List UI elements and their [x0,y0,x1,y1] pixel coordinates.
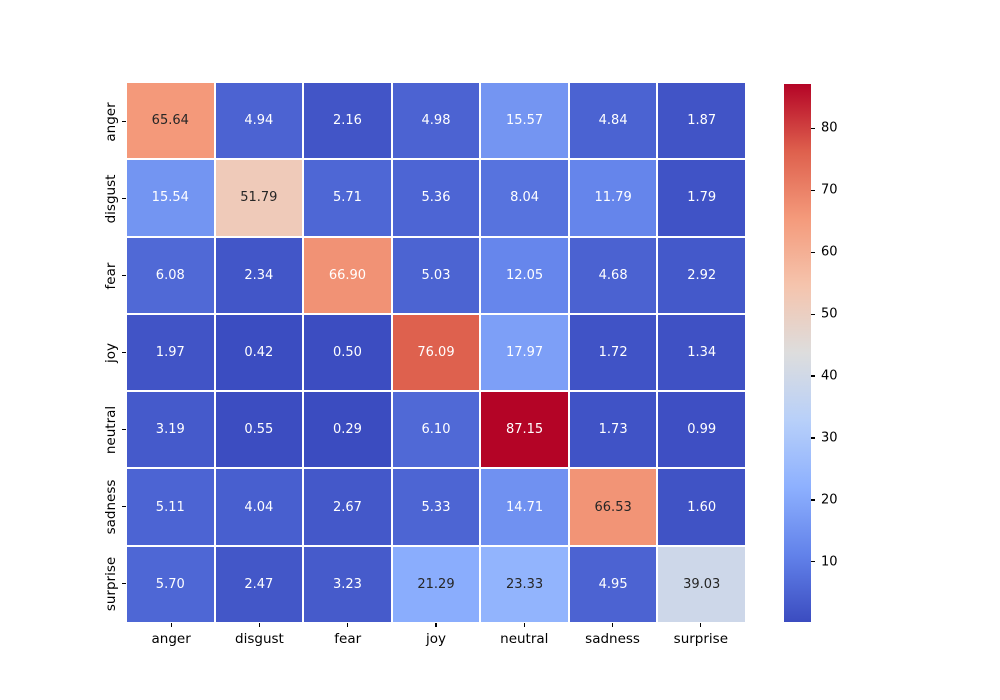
colorbar-tick-label-10: 10 [821,554,838,570]
heatmap-cell-joy-surprise: 1.34 [658,314,745,391]
y-tick-label-joy: joy [103,342,119,363]
heatmap-cell-sadness-disgust: 4.04 [215,469,303,545]
heatmap-cell-joy-neutral: 17.97 [481,314,568,391]
y-tick-mark [122,274,126,277]
colorbar-tick-label-50: 50 [821,306,838,322]
x-tick-label-neutral: neutral [500,631,549,647]
heatmap-cell-sadness-neutral: 14.71 [481,469,568,545]
colorbar-tick-label-20: 20 [821,492,838,508]
y-tick-mark [122,351,126,354]
colorbar-tick-label-30: 30 [821,430,838,446]
x-tick-label-surprise: surprise [673,631,729,647]
heatmap-cell-neutral-joy: 6.10 [392,392,480,468]
colorbar-tick-label-60: 60 [821,244,838,260]
heatmap-cell-neutral-sadness: 1.73 [569,392,657,468]
y-tick-label-disgust: disgust [103,174,119,223]
heatmap-cell-joy-disgust: 0.42 [215,314,303,391]
heatmap-cell-fear-fear: 66.90 [304,237,391,313]
heatmap-cell-neutral-fear: 0.29 [304,392,391,468]
x-tick-label-joy: joy [426,631,446,647]
heatmap-cell-surprise-anger: 5.70 [127,546,214,622]
heatmap-cell-neutral-disgust: 0.55 [215,392,303,468]
heatmap-cell-disgust-joy: 5.36 [392,160,480,236]
heatmap-cell-anger-disgust: 4.94 [215,83,303,159]
heatmap-cell-joy-joy: 76.09 [392,314,480,391]
heatmap-cell-neutral-surprise: 0.99 [658,392,745,468]
heatmap-cell-anger-surprise: 1.87 [658,83,745,159]
colorbar-gradient [784,84,811,622]
heatmap-cell-fear-anger: 6.08 [127,237,214,313]
x-tick-mark [347,623,349,627]
colorbar-tick-mark [811,375,815,377]
heatmap-cell-anger-anger: 65.64 [127,83,214,159]
colorbar-tick-label-70: 70 [821,182,838,198]
x-tick-mark [700,623,702,627]
heatmap-cell-surprise-joy: 21.29 [392,546,480,622]
heatmap-cell-disgust-sadness: 11.79 [569,160,657,236]
x-tick-label-disgust: disgust [235,631,284,647]
colorbar-tick-mark [811,561,815,563]
heatmap-cell-anger-neutral: 15.57 [481,83,568,159]
x-tick-mark [435,623,437,627]
colorbar-tick-mark [811,189,815,191]
colorbar-tick-mark [811,251,815,253]
heatmap-cell-fear-neutral: 12.05 [481,237,568,313]
heatmap-cell-disgust-neutral: 8.04 [481,160,568,236]
y-tick-label-anger: anger [103,101,119,142]
heatmap-cell-sadness-joy: 5.33 [392,469,480,545]
heatmap-cell-sadness-fear: 2.67 [304,469,391,545]
heatmap-grid: 65.64 4.94 2.16 4.98 15.57 4.84 1.87 15.54 51.79… [127,83,745,622]
x-tick-label-anger: anger [151,631,191,647]
colorbar-tick-mark [811,437,815,439]
y-tick-label-surprise: surprise [103,556,119,611]
heatmap-cell-neutral-neutral: 87.15 [481,392,568,468]
y-tick-mark [122,582,126,585]
heatmap-cell-fear-joy: 5.03 [392,237,480,313]
heatmap-cell-anger-fear: 2.16 [304,83,391,159]
heatmap-cell-anger-sadness: 4.84 [569,83,657,159]
heatmap-cell-surprise-surprise: 39.03 [658,546,745,622]
y-tick-mark [122,120,126,123]
colorbar-tick-mark [811,127,815,129]
heatmap-cell-surprise-sadness: 4.95 [569,546,657,622]
x-tick-mark [258,623,261,627]
y-tick-mark [122,505,126,508]
heatmap-cell-sadness-surprise: 1.60 [658,469,745,545]
heatmap-cell-fear-disgust: 2.34 [215,237,303,313]
heatmap-cell-surprise-fear: 3.23 [304,546,391,622]
heatmap-cell-sadness-anger: 5.11 [127,469,214,545]
y-tick-mark [122,428,126,431]
x-tick-label-fear: fear [334,631,362,647]
colorbar-tick-label-40: 40 [821,368,838,384]
x-tick-mark [523,623,525,627]
heatmap-cell-neutral-anger: 3.19 [127,392,214,468]
heatmap-cell-joy-anger: 1.97 [127,314,214,391]
heatmap-cell-sadness-sadness: 66.53 [569,469,657,545]
y-tick-label-fear: fear [103,262,119,289]
heatmap-cell-disgust-disgust: 51.79 [215,160,303,236]
heatmap-cell-joy-sadness: 1.72 [569,314,657,391]
colorbar-tick-label-80: 80 [821,120,838,136]
heatmap-cell-surprise-neutral: 23.33 [481,546,568,622]
heatmap-cell-anger-joy: 4.98 [392,83,480,159]
colorbar-tick-mark [811,313,815,315]
heatmap-cell-disgust-anger: 15.54 [127,160,214,236]
x-tick-mark [611,623,614,627]
heatmap-cell-surprise-disgust: 2.47 [215,546,303,622]
heatmap-cell-fear-surprise: 2.92 [658,237,745,313]
x-tick-mark [170,623,172,627]
heatmap-cell-joy-fear: 0.50 [304,314,391,391]
heatmap-cell-disgust-surprise: 1.79 [658,160,745,236]
heatmap-cell-disgust-fear: 5.71 [304,160,391,236]
y-tick-label-sadness: sadness [103,479,119,534]
y-tick-mark [122,197,126,200]
heatmap-cell-fear-sadness: 4.68 [569,237,657,313]
x-tick-label-sadness: sadness [585,631,640,647]
colorbar-tick-mark [811,499,815,501]
y-tick-label-neutral: neutral [103,405,119,454]
